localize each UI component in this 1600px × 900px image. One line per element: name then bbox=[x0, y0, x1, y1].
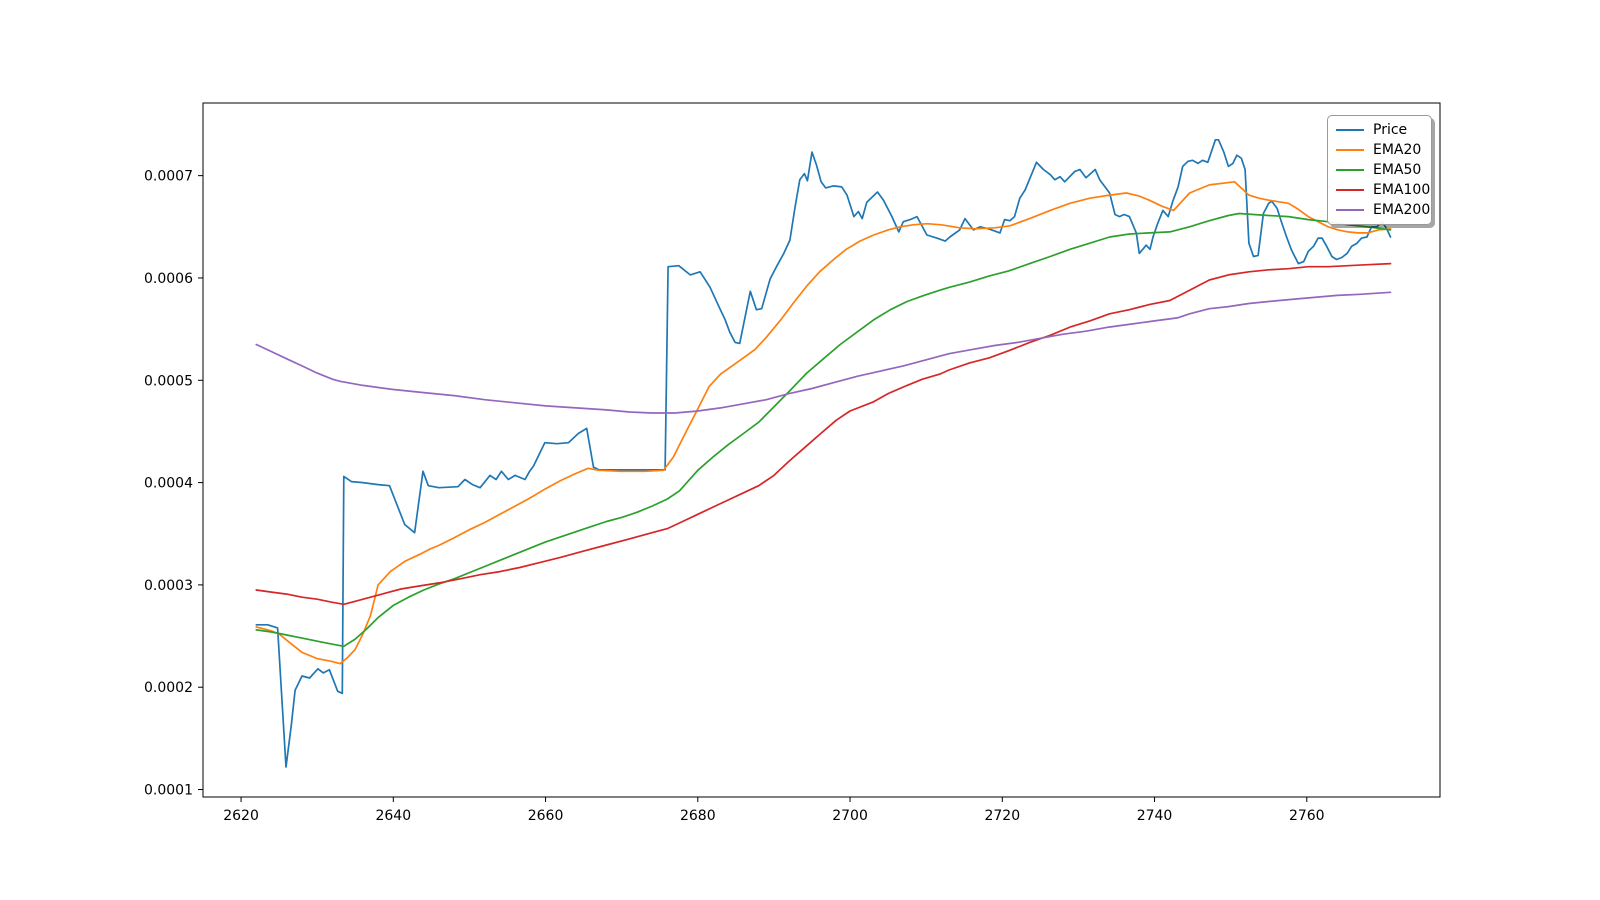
legend-label: EMA20 bbox=[1373, 142, 1422, 158]
legend: Price EMA20 EMA50 EMA100 EMA200 bbox=[1327, 115, 1432, 225]
y-tick-label: 0.0004 bbox=[144, 476, 193, 492]
legend-label: EMA200 bbox=[1373, 202, 1431, 218]
series-ema200 bbox=[255, 291, 1392, 414]
legend-label: EMA50 bbox=[1373, 162, 1422, 178]
legend-label: Price bbox=[1373, 122, 1408, 138]
x-tick-label: 2660 bbox=[528, 808, 564, 824]
legend-line-sample bbox=[1336, 189, 1364, 191]
legend-item-ema200: EMA200 bbox=[1336, 200, 1430, 220]
legend-item-price: Price bbox=[1336, 120, 1423, 140]
x-tick-label: 2700 bbox=[832, 808, 868, 824]
legend-item-ema20: EMA20 bbox=[1336, 140, 1423, 160]
series-ema100 bbox=[255, 262, 1392, 606]
y-tick-label: 0.0007 bbox=[144, 169, 193, 185]
x-tick-label: 2620 bbox=[223, 808, 259, 824]
series-ema20 bbox=[255, 180, 1392, 665]
legend-line-sample bbox=[1336, 129, 1364, 131]
legend-item-ema100: EMA100 bbox=[1336, 180, 1430, 200]
x-tick-label: 2760 bbox=[1289, 808, 1325, 824]
series-ema50 bbox=[255, 212, 1392, 648]
y-tick-label: 0.0001 bbox=[144, 783, 193, 799]
series-price bbox=[255, 138, 1392, 768]
legend-line-sample bbox=[1336, 149, 1364, 151]
y-tick-label: 0.0005 bbox=[144, 373, 193, 389]
x-tick-label: 2720 bbox=[984, 808, 1020, 824]
x-tick-label: 2680 bbox=[680, 808, 716, 824]
y-tick-label: 0.0006 bbox=[144, 271, 193, 287]
legend-item-ema50: EMA50 bbox=[1336, 160, 1423, 180]
plot-border bbox=[202, 102, 1441, 798]
y-tick-label: 0.0003 bbox=[144, 578, 193, 594]
x-tick-label: 2740 bbox=[1137, 808, 1173, 824]
x-tick-label: 2640 bbox=[375, 808, 411, 824]
legend-line-sample bbox=[1336, 169, 1364, 171]
y-tick-label: 0.0002 bbox=[144, 680, 193, 696]
legend-line-sample bbox=[1336, 209, 1364, 211]
legend-label: EMA100 bbox=[1373, 182, 1431, 198]
